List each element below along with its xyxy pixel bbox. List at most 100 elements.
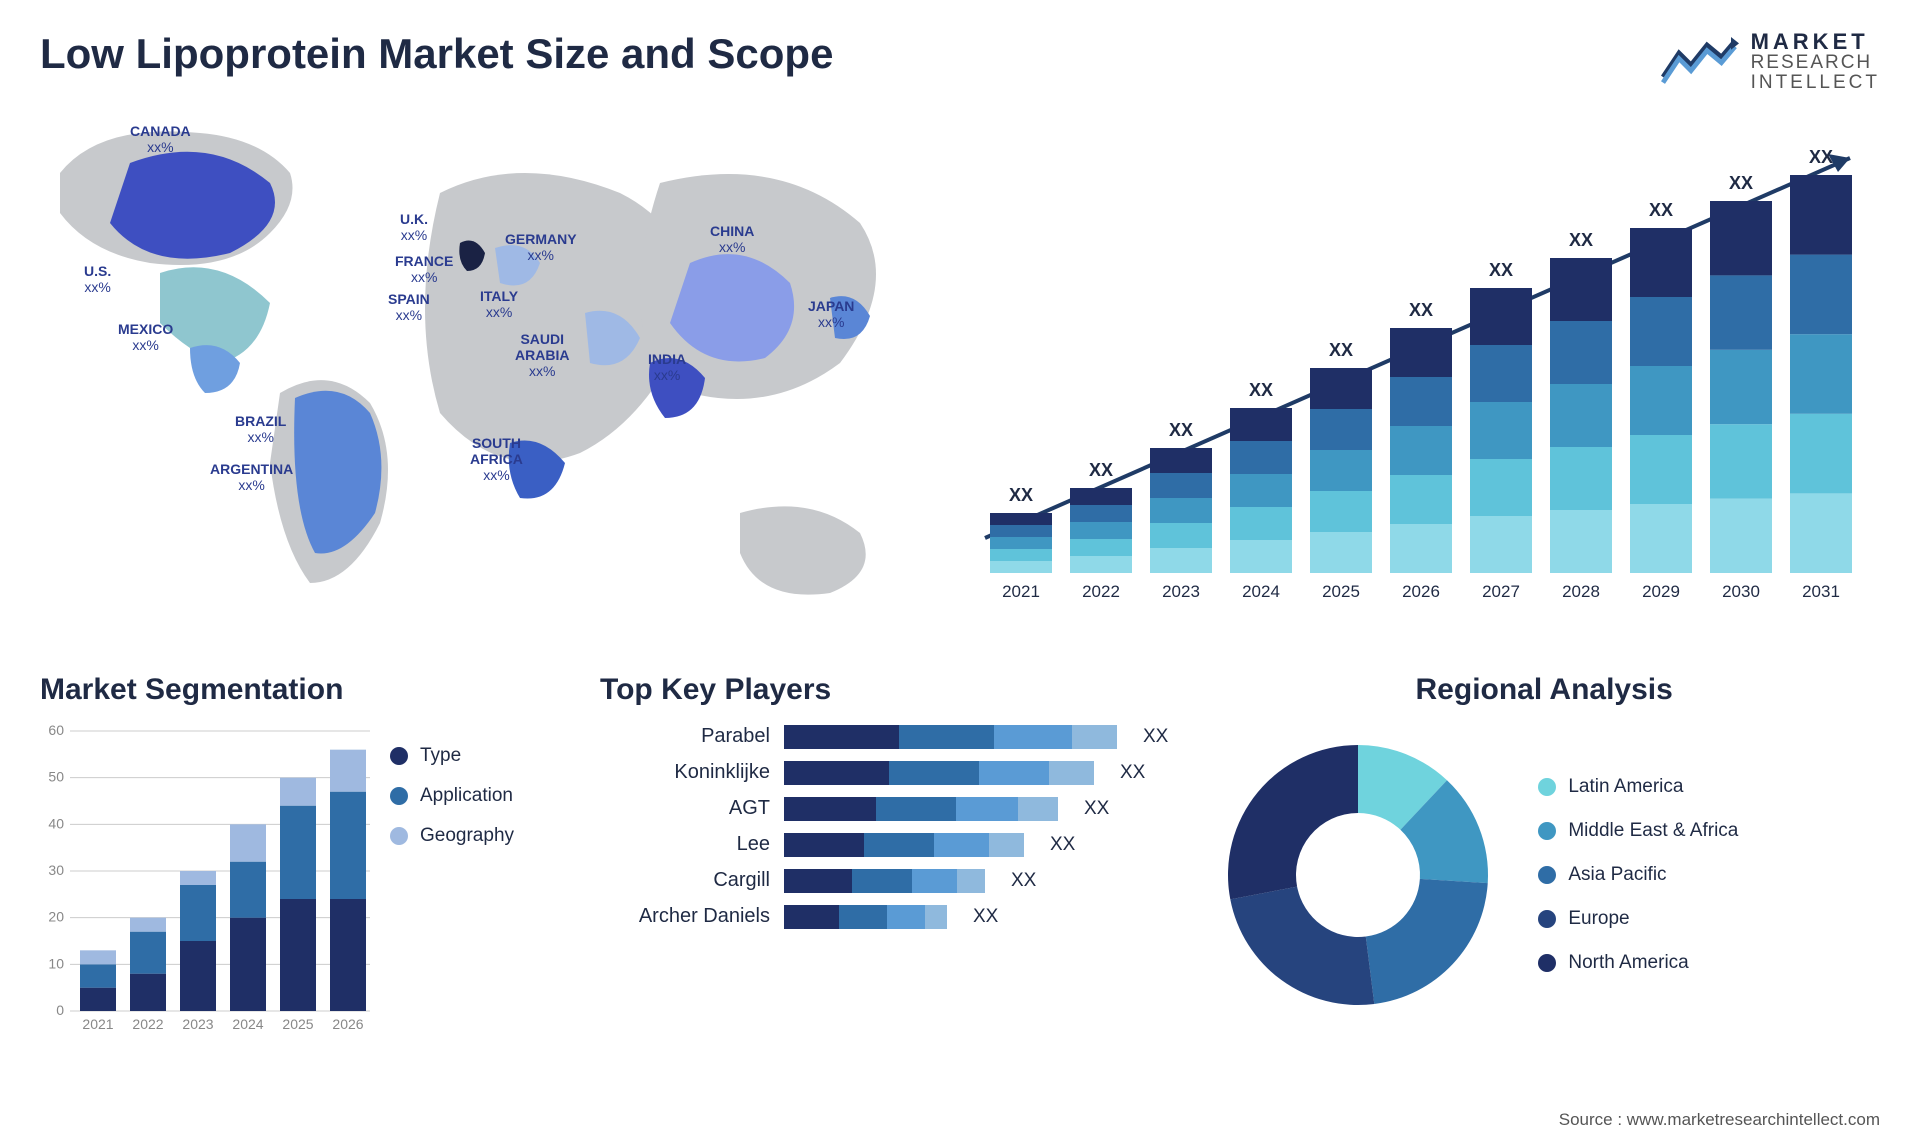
world-map — [40, 113, 920, 633]
svg-text:2023: 2023 — [1162, 582, 1200, 601]
player-row: Parabel XX — [600, 725, 1168, 749]
map-label: CHINAxx% — [710, 223, 754, 255]
legend-item: Geography — [390, 825, 514, 847]
logo-line2: RESEARCH — [1751, 53, 1880, 73]
svg-text:XX: XX — [1009, 485, 1033, 505]
player-row: Koninklijke XX — [600, 761, 1168, 785]
legend-item: Europe — [1538, 908, 1738, 930]
map-label: ITALYxx% — [480, 288, 518, 320]
segmentation-chart: 0102030405060202120222023202420252026 — [40, 725, 370, 1035]
brand-logo: MARKET RESEARCH INTELLECT — [1659, 30, 1880, 93]
player-row: Archer Daniels XX — [600, 905, 1168, 929]
segmentation-title: Market Segmentation — [40, 673, 560, 707]
player-value: XX — [1120, 762, 1145, 784]
svg-text:40: 40 — [48, 815, 64, 831]
map-label: CANADAxx% — [130, 123, 191, 155]
player-name: Parabel — [600, 725, 770, 748]
svg-text:2028: 2028 — [1562, 582, 1600, 601]
legend-item: Latin America — [1538, 776, 1738, 798]
svg-text:60: 60 — [48, 725, 64, 738]
page-title: Low Lipoprotein Market Size and Scope — [40, 30, 833, 78]
map-label: U.S.xx% — [84, 263, 111, 295]
svg-text:0: 0 — [56, 1002, 64, 1018]
player-bar — [784, 905, 947, 929]
svg-text:XX: XX — [1249, 380, 1273, 400]
legend-item: North America — [1538, 952, 1738, 974]
legend-item: Type — [390, 745, 514, 767]
map-label: JAPANxx% — [808, 298, 854, 330]
svg-text:2025: 2025 — [1322, 582, 1360, 601]
svg-text:2024: 2024 — [1242, 582, 1280, 601]
player-bar — [784, 833, 1024, 857]
player-name: AGT — [600, 797, 770, 820]
logo-line1: MARKET — [1751, 30, 1880, 53]
player-bar — [784, 725, 1117, 749]
svg-text:2029: 2029 — [1642, 582, 1680, 601]
players-panel: Top Key Players ParabelXXKoninklijkeXXAG… — [600, 673, 1168, 1035]
map-label: ARGENTINAxx% — [210, 461, 293, 493]
svg-text:2025: 2025 — [282, 1016, 313, 1032]
map-label: INDIAxx% — [648, 351, 686, 383]
player-bar — [784, 797, 1058, 821]
svg-text:2030: 2030 — [1722, 582, 1760, 601]
player-bar — [784, 869, 985, 893]
segmentation-panel: Market Segmentation 0 10 20 30 40 50 60 2021 202… — [40, 673, 560, 1035]
player-row: AGT XX — [600, 797, 1168, 821]
map-label: SPAINxx% — [388, 291, 430, 323]
regional-legend: Latin America Middle East & Africa Asia Pa… — [1538, 776, 1738, 974]
svg-text:2027: 2027 — [1482, 582, 1520, 601]
player-value: XX — [1050, 834, 1075, 856]
svg-text:2031: 2031 — [1802, 582, 1840, 601]
player-name: Koninklijke — [600, 761, 770, 784]
map-label: SAUDIARABIAxx% — [515, 331, 569, 379]
map-label: BRAZILxx% — [235, 413, 286, 445]
svg-text:2022: 2022 — [132, 1016, 163, 1032]
svg-text:XX: XX — [1169, 420, 1193, 440]
map-label: SOUTHAFRICAxx% — [470, 435, 523, 483]
growth-chart: XX2021XX2022XX2023XX2024XX2025XX2026XX20… — [960, 113, 1880, 633]
svg-text:2022: 2022 — [1082, 582, 1120, 601]
player-name: Lee — [600, 833, 770, 856]
player-name: Archer Daniels — [600, 905, 770, 928]
svg-text:XX: XX — [1809, 147, 1833, 167]
svg-text:2026: 2026 — [1402, 582, 1440, 601]
legend-item: Asia Pacific — [1538, 864, 1738, 886]
regional-panel: Regional Analysis Latin America Middle Ea… — [1208, 673, 1880, 1035]
player-row: Cargill XX — [600, 869, 1168, 893]
svg-text:XX: XX — [1329, 340, 1353, 360]
player-value: XX — [1143, 726, 1168, 748]
players-title: Top Key Players — [600, 673, 1168, 707]
world-map-panel: CANADAxx% U.S.xx% MEXICOxx% BRAZILxx% ARGENT… — [40, 113, 920, 633]
svg-text:XX: XX — [1409, 300, 1433, 320]
player-value: XX — [1084, 798, 1109, 820]
source-text: Source : www.marketresearchintellect.com — [1559, 1110, 1880, 1130]
player-value: XX — [973, 906, 998, 928]
svg-text:XX: XX — [1569, 230, 1593, 250]
map-label: MEXICOxx% — [118, 321, 173, 353]
player-name: Cargill — [600, 869, 770, 892]
map-label: FRANCExx% — [395, 253, 453, 285]
legend-item: Application — [390, 785, 514, 807]
svg-text:10: 10 — [48, 955, 64, 971]
svg-text:XX: XX — [1729, 173, 1753, 193]
player-value: XX — [1011, 870, 1036, 892]
svg-text:2026: 2026 — [332, 1016, 363, 1032]
regional-title: Regional Analysis — [1208, 673, 1880, 707]
logo-line3: INTELLECT — [1751, 73, 1880, 93]
svg-text:2023: 2023 — [182, 1016, 213, 1032]
svg-text:2021: 2021 — [82, 1016, 113, 1032]
logo-icon — [1659, 31, 1739, 91]
svg-text:XX: XX — [1649, 200, 1673, 220]
svg-text:30: 30 — [48, 862, 64, 878]
legend-item: Middle East & Africa — [1538, 820, 1738, 842]
svg-text:20: 20 — [48, 909, 64, 925]
map-label: U.K.xx% — [400, 211, 428, 243]
svg-text:XX: XX — [1089, 460, 1113, 480]
player-bar — [784, 761, 1094, 785]
player-row: Lee XX — [600, 833, 1168, 857]
svg-text:XX: XX — [1489, 260, 1513, 280]
regional-donut — [1208, 725, 1508, 1025]
map-label: GERMANYxx% — [505, 231, 577, 263]
segmentation-legend: Type Application Geography — [390, 745, 514, 1035]
svg-text:50: 50 — [48, 769, 64, 785]
